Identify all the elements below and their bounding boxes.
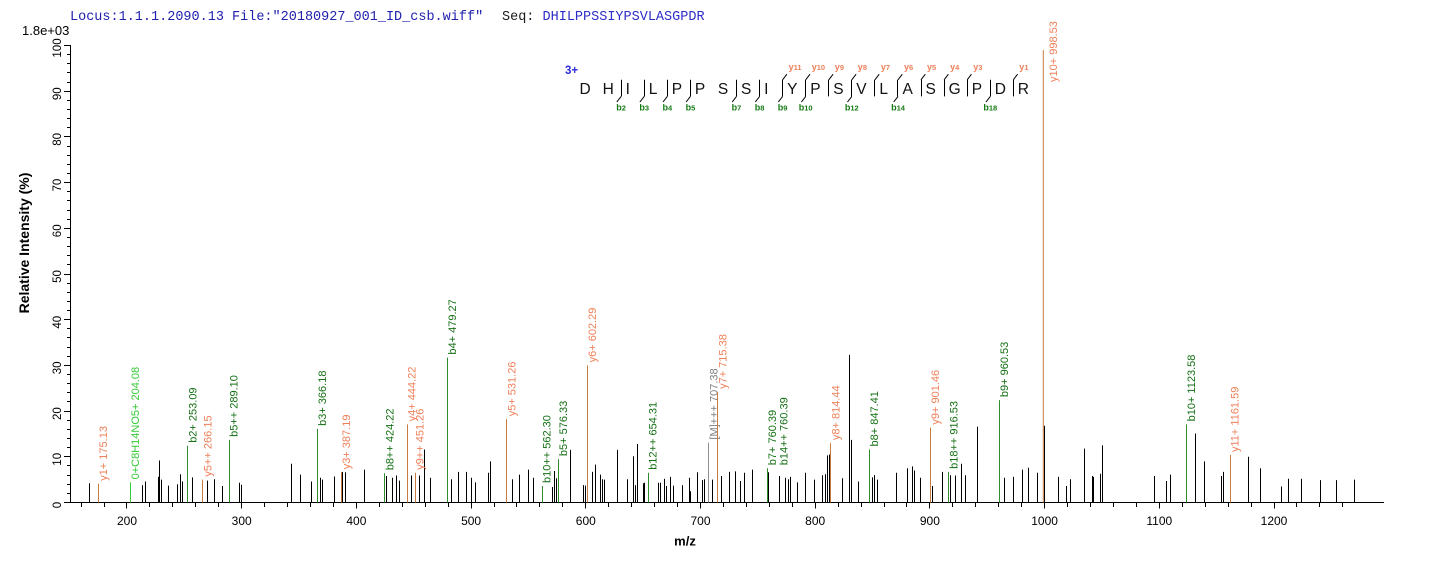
svg-text:I: I: [764, 81, 768, 98]
svg-text:I: I: [626, 81, 630, 98]
svg-text:y5: y5: [927, 62, 936, 72]
svg-text:y8+ 814.44: y8+ 814.44: [830, 385, 842, 440]
svg-text:y11: y11: [789, 62, 802, 72]
svg-text:b12: b12: [845, 103, 859, 113]
svg-text:S: S: [833, 81, 843, 98]
svg-text:y10+ 998.53: y10+ 998.53: [1048, 21, 1060, 82]
svg-text:Relative Intensity (%): Relative Intensity (%): [16, 173, 32, 314]
svg-text:y8: y8: [858, 62, 867, 72]
svg-text:L: L: [879, 81, 888, 98]
svg-text:b4+ 479.27: b4+ 479.27: [447, 299, 459, 354]
svg-text:200: 200: [117, 514, 137, 528]
svg-text:y10: y10: [812, 62, 825, 72]
svg-text:b7+ 760.39: b7+ 760.39: [767, 410, 779, 465]
svg-text:m/z: m/z: [674, 534, 696, 549]
svg-text:y5+ 531.26: y5+ 531.26: [507, 362, 519, 417]
svg-text:b5: b5: [686, 103, 696, 113]
svg-text:100: 100: [52, 38, 64, 57]
svg-text:y9+ 901.46: y9+ 901.46: [930, 370, 942, 425]
svg-text:800: 800: [805, 514, 825, 528]
svg-text:90: 90: [52, 87, 64, 100]
svg-text:V: V: [856, 81, 867, 98]
svg-text:y1: y1: [1019, 62, 1028, 72]
svg-text:L: L: [649, 81, 658, 98]
svg-text:A: A: [903, 81, 914, 98]
svg-text:0+C8H14NO5+ 204.08: 0+C8H14NO5+ 204.08: [130, 367, 142, 480]
svg-text:y6: y6: [904, 62, 913, 72]
svg-text:500: 500: [461, 514, 481, 528]
svg-text:R: R: [1018, 81, 1029, 98]
svg-text:y9++ 451.26: y9++ 451.26: [415, 409, 427, 470]
svg-text:y5++ 266.15: y5++ 266.15: [202, 415, 214, 476]
svg-text:b10: b10: [799, 103, 813, 113]
svg-text:400: 400: [346, 514, 366, 528]
svg-text:D: D: [995, 81, 1006, 98]
svg-text:20: 20: [52, 407, 64, 420]
svg-text:1200: 1200: [1261, 514, 1288, 528]
svg-text:b3+ 366.18: b3+ 366.18: [317, 371, 329, 426]
svg-text:G: G: [949, 81, 961, 98]
svg-text:y4: y4: [950, 62, 960, 72]
svg-text:1.8e+03: 1.8e+03: [22, 23, 69, 38]
svg-text:b2: b2: [616, 103, 626, 113]
svg-text:b3: b3: [639, 103, 649, 113]
svg-text:b9: b9: [778, 103, 788, 113]
svg-text:P: P: [810, 81, 820, 98]
svg-text:Locus:1.1.1.2090.13 File:"2018: Locus:1.1.1.2090.13 File:"20180927_001_I…: [70, 10, 483, 25]
svg-text:70: 70: [52, 179, 64, 192]
svg-text:1000: 1000: [1031, 514, 1058, 528]
svg-text:b14++ 760.39: b14++ 760.39: [779, 397, 791, 465]
svg-text:3+: 3+: [565, 65, 578, 77]
svg-text:1100: 1100: [1146, 514, 1172, 528]
svg-text:S: S: [718, 81, 728, 98]
svg-text:b18: b18: [983, 103, 997, 113]
svg-text:b8: b8: [755, 103, 765, 113]
svg-text:y7: y7: [881, 62, 890, 72]
svg-text:b10++ 562.30: b10++ 562.30: [542, 415, 554, 483]
svg-text:y4+ 444.22: y4+ 444.22: [407, 367, 419, 422]
svg-text:b2+ 253.09: b2+ 253.09: [187, 387, 199, 442]
svg-text:S: S: [741, 81, 751, 98]
svg-text:P: P: [695, 81, 705, 98]
svg-text:b8++ 424.22: b8++ 424.22: [385, 409, 397, 471]
svg-text:600: 600: [576, 514, 596, 528]
svg-text:b18++ 916.53: b18++ 916.53: [948, 401, 960, 469]
svg-text:0: 0: [52, 502, 64, 508]
svg-text:b5+ 576.33: b5+ 576.33: [558, 401, 570, 456]
svg-text:b5++ 289.10: b5++ 289.10: [229, 375, 241, 437]
svg-text:b8+ 847.41: b8+ 847.41: [869, 391, 881, 446]
svg-text:y3+ 387.19: y3+ 387.19: [341, 415, 353, 470]
svg-text:y6+ 602.29: y6+ 602.29: [587, 308, 599, 363]
svg-text:y9: y9: [835, 62, 844, 72]
svg-text:P: P: [672, 81, 682, 98]
svg-text:50: 50: [52, 270, 64, 283]
svg-text:S: S: [926, 81, 936, 98]
svg-text:b12++ 654.31: b12++ 654.31: [648, 402, 660, 470]
svg-text:b10+ 1123.58: b10+ 1123.58: [1186, 355, 1198, 422]
svg-text:900: 900: [920, 514, 940, 528]
svg-text:b14: b14: [891, 103, 906, 113]
svg-text:D: D: [580, 81, 591, 98]
svg-text:30: 30: [52, 362, 64, 375]
svg-text:40: 40: [52, 316, 64, 329]
svg-text:300: 300: [232, 514, 252, 528]
svg-text:y7+ 715.38: y7+ 715.38: [717, 334, 729, 389]
svg-text:y1+ 175.13: y1+ 175.13: [98, 426, 110, 481]
svg-text:80: 80: [52, 133, 64, 146]
svg-text:60: 60: [52, 224, 64, 237]
svg-text:10: 10: [52, 453, 64, 466]
svg-text:700: 700: [690, 514, 710, 528]
svg-text:y11+ 1161.59: y11+ 1161.59: [1230, 387, 1242, 452]
svg-text:b7: b7: [732, 103, 742, 113]
svg-text:Seq: DHILPPSSIYPSVLASGPDR: Seq: DHILPPSSIYPSVLASGPDR: [502, 10, 705, 25]
svg-text:H: H: [603, 81, 614, 98]
svg-text:Y: Y: [787, 81, 797, 98]
svg-text:b4: b4: [662, 103, 673, 113]
svg-text:y3: y3: [973, 62, 982, 72]
svg-text:P: P: [972, 81, 982, 98]
svg-text:b9+ 960.53: b9+ 960.53: [999, 342, 1011, 397]
